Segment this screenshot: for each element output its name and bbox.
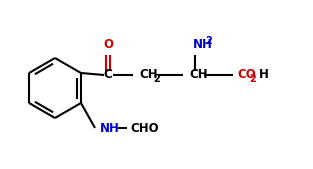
Text: 2: 2	[206, 36, 213, 46]
Text: H: H	[259, 68, 269, 81]
Text: NH: NH	[100, 122, 120, 135]
Text: CH: CH	[189, 68, 208, 81]
Text: 2: 2	[153, 74, 160, 84]
Text: O: O	[103, 39, 113, 52]
Text: CH: CH	[139, 68, 158, 81]
Text: NH: NH	[193, 39, 213, 52]
Text: C: C	[104, 68, 112, 81]
Text: CO: CO	[237, 68, 256, 81]
Text: 2: 2	[250, 74, 256, 84]
Text: CHO: CHO	[130, 122, 159, 135]
